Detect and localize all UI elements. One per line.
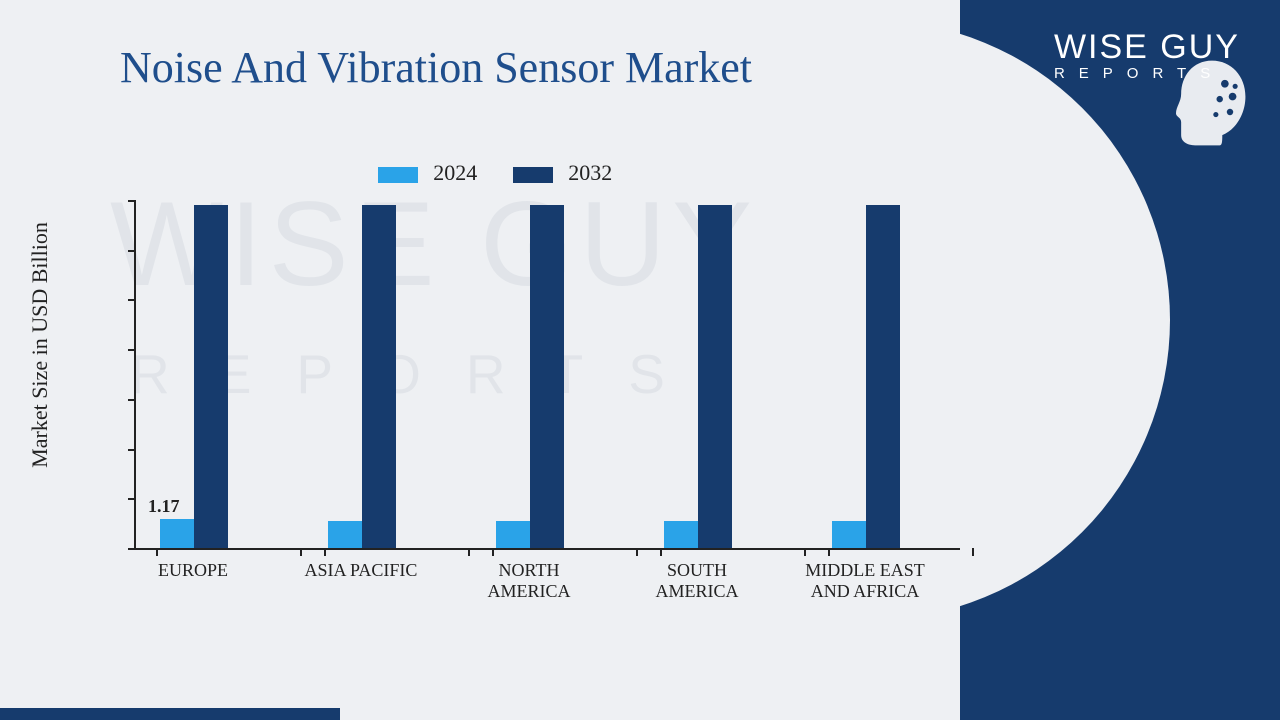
bar-2032 xyxy=(362,205,396,548)
bar-2032 xyxy=(530,205,564,548)
x-tick xyxy=(492,548,494,556)
y-tick xyxy=(128,548,136,550)
x-axis-line xyxy=(134,548,960,550)
bar-2024 xyxy=(496,521,530,548)
bar-2032 xyxy=(194,205,228,548)
y-tick xyxy=(128,349,136,351)
legend-swatch-2032 xyxy=(513,167,553,183)
legend: 2024 2032 xyxy=(0,160,960,186)
chart-title: Noise And Vibration Sensor Market xyxy=(120,42,752,93)
y-tick xyxy=(128,399,136,401)
y-tick xyxy=(128,299,136,301)
bar-chart: 1.17EUROPEASIA PACIFICNORTH AMERICASOUTH… xyxy=(100,200,960,550)
bar-value-label: 1.17 xyxy=(148,496,180,517)
y-tick xyxy=(128,449,136,451)
x-tick xyxy=(156,548,158,556)
y-tick xyxy=(128,200,136,202)
bar-2032 xyxy=(866,205,900,548)
y-tick xyxy=(128,498,136,500)
x-axis-label: SOUTH AMERICA xyxy=(632,560,762,601)
bar-2024 xyxy=(664,521,698,548)
legend-label-2024: 2024 xyxy=(433,160,477,185)
brand-logo: WISE GUY REPORTS xyxy=(1054,28,1240,82)
x-tick xyxy=(636,548,638,556)
x-tick xyxy=(324,548,326,556)
y-axis-label: Market Size in USD Billion xyxy=(27,222,53,468)
bar-2032 xyxy=(698,205,732,548)
x-tick xyxy=(828,548,830,556)
footer-accent xyxy=(0,708,340,720)
bar-2024 xyxy=(160,519,194,548)
legend-label-2032: 2032 xyxy=(568,160,612,185)
bar-2024 xyxy=(328,521,362,548)
x-axis-label: MIDDLE EAST AND AFRICA xyxy=(800,560,930,601)
x-axis-label: ASIA PACIFIC xyxy=(296,560,426,581)
x-axis-label: EUROPE xyxy=(128,560,258,581)
x-tick xyxy=(468,548,470,556)
head-silhouette-icon xyxy=(1172,58,1252,148)
x-tick xyxy=(972,548,974,556)
x-tick xyxy=(660,548,662,556)
legend-swatch-2024 xyxy=(378,167,418,183)
y-tick xyxy=(128,250,136,252)
bar-2024 xyxy=(832,521,866,548)
x-tick xyxy=(300,548,302,556)
page-root: WISE GUY REPORTS Noise And Vibration Sen… xyxy=(0,0,1280,720)
x-axis-label: NORTH AMERICA xyxy=(464,560,594,601)
x-tick xyxy=(804,548,806,556)
